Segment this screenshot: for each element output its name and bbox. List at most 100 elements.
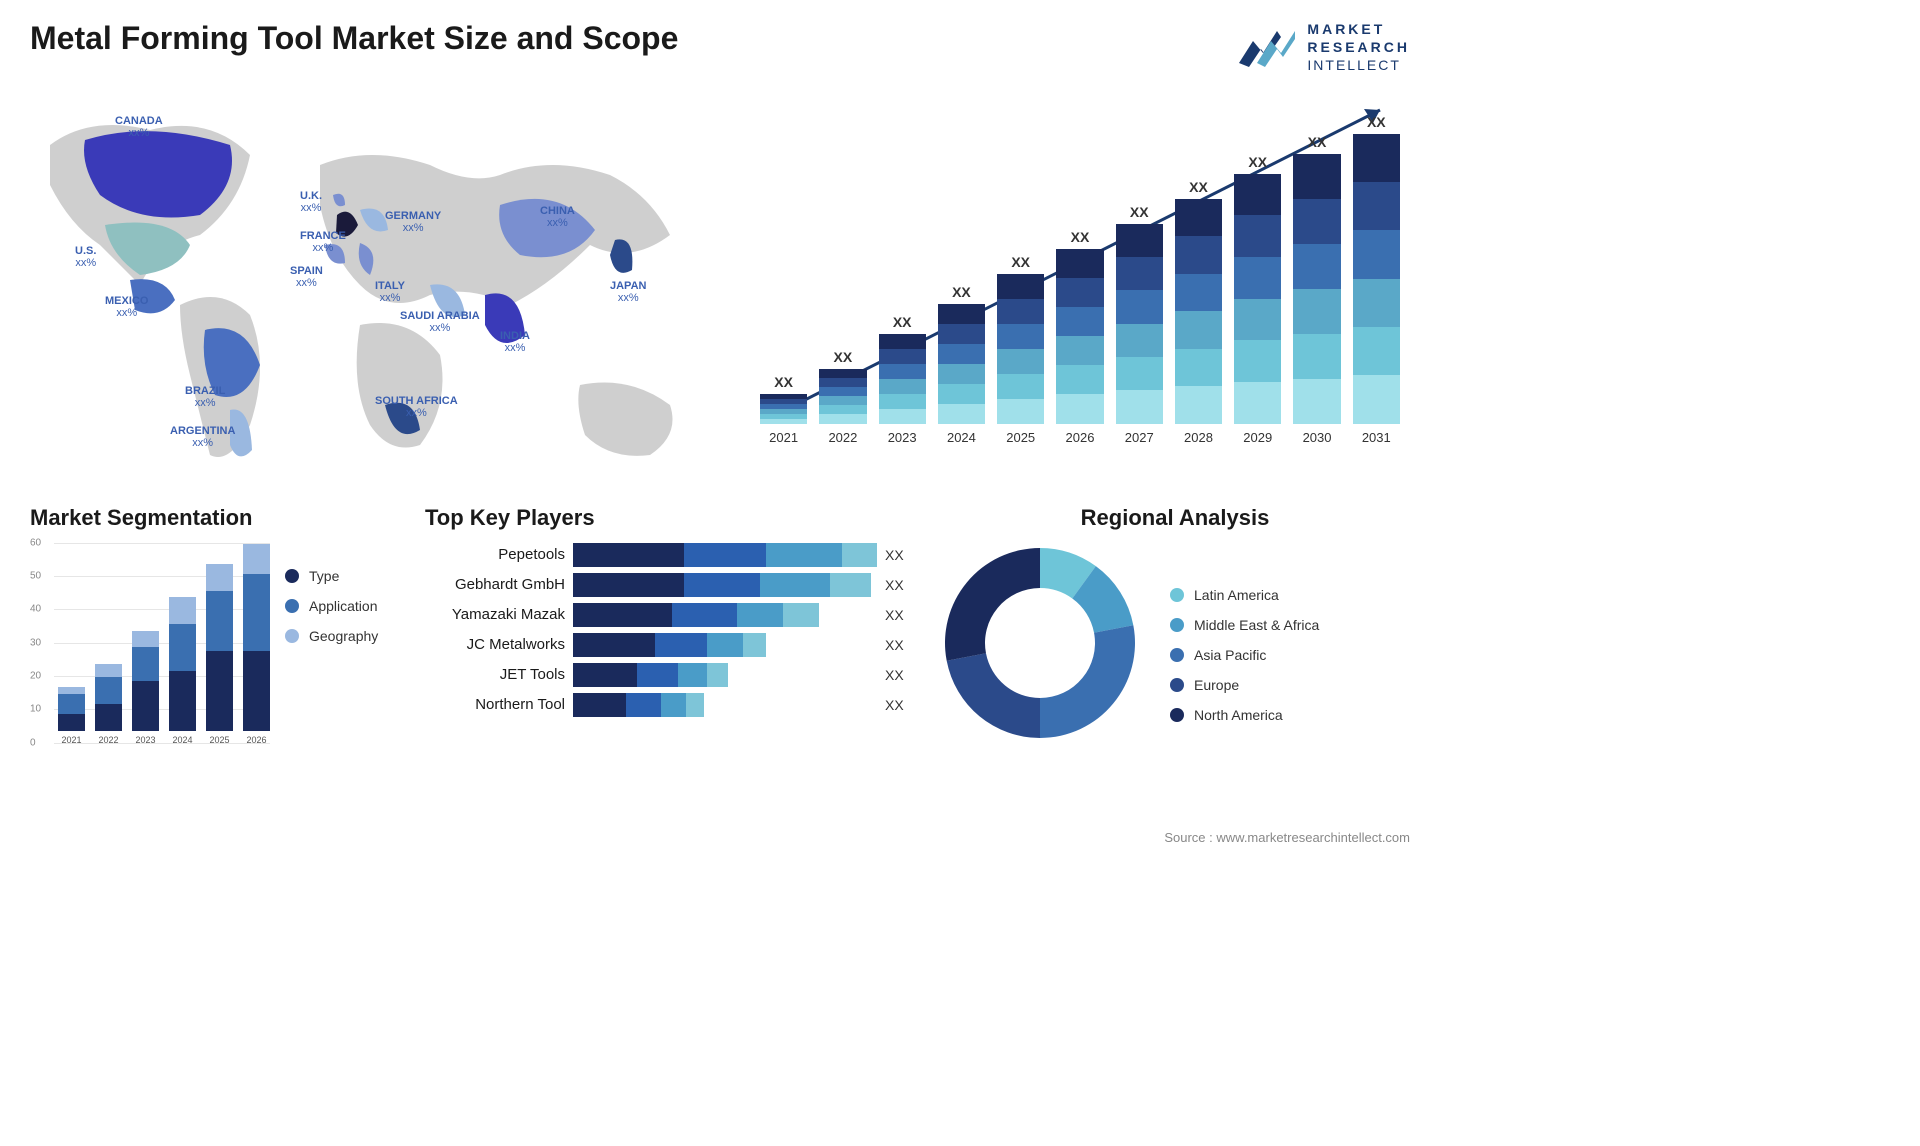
growth-bar-label: XX bbox=[952, 284, 971, 300]
map-label: GERMANYxx% bbox=[385, 210, 441, 234]
legend-item: Middle East & Africa bbox=[1170, 617, 1319, 633]
legend-dot bbox=[1170, 648, 1184, 662]
map-label: CANADAxx% bbox=[115, 115, 163, 139]
legend-dot bbox=[285, 629, 299, 643]
y-axis-label: 50 bbox=[30, 570, 41, 581]
legend-label: Application bbox=[309, 598, 378, 614]
growth-bar-year: 2024 bbox=[947, 430, 976, 445]
map-label: U.K.xx% bbox=[300, 190, 322, 214]
bottom-row: Market Segmentation 01020304050602021202… bbox=[30, 505, 1410, 773]
header: Metal Forming Tool Market Size and Scope… bbox=[30, 20, 1410, 75]
growth-bar-year: 2022 bbox=[828, 430, 857, 445]
seg-bar: 2023 bbox=[132, 631, 159, 745]
player-value: XX bbox=[885, 667, 915, 683]
growth-bar-label: XX bbox=[774, 374, 793, 390]
seg-bar: 2025 bbox=[206, 564, 233, 745]
player-bar bbox=[573, 603, 819, 627]
growth-bar: XX2021 bbox=[760, 378, 807, 445]
growth-bar-year: 2021 bbox=[769, 430, 798, 445]
seg-bar: 2026 bbox=[243, 544, 270, 745]
map-label: JAPANxx% bbox=[610, 280, 646, 304]
map-label: INDIAxx% bbox=[500, 330, 530, 354]
map-label: U.S.xx% bbox=[75, 245, 96, 269]
player-bar bbox=[573, 543, 877, 567]
growth-bar-year: 2023 bbox=[888, 430, 917, 445]
growth-bar: XX2030 bbox=[1293, 138, 1340, 445]
growth-bar: XX2031 bbox=[1353, 118, 1400, 445]
map-label: MEXICOxx% bbox=[105, 295, 148, 319]
growth-bar-label: XX bbox=[1367, 114, 1386, 130]
legend-dot bbox=[1170, 708, 1184, 722]
growth-bar: XX2022 bbox=[819, 353, 866, 445]
player-row: Gebhardt GmbHXX bbox=[425, 573, 915, 597]
logo: MARKET RESEARCH INTELLECT bbox=[1237, 20, 1410, 75]
growth-bar-label: XX bbox=[1248, 154, 1267, 170]
regional-panel: Regional Analysis Latin America Middle Ea… bbox=[940, 505, 1410, 773]
legend-item: Europe bbox=[1170, 677, 1319, 693]
legend-item: North America bbox=[1170, 707, 1319, 723]
legend-label: Middle East & Africa bbox=[1194, 617, 1319, 633]
legend-item: Latin America bbox=[1170, 587, 1319, 603]
map-label: SOUTH AFRICAxx% bbox=[375, 395, 458, 419]
legend-dot bbox=[285, 599, 299, 613]
player-value: XX bbox=[885, 547, 915, 563]
page-title: Metal Forming Tool Market Size and Scope bbox=[30, 20, 678, 57]
growth-bar-year: 2027 bbox=[1125, 430, 1154, 445]
growth-bar-year: 2026 bbox=[1066, 430, 1095, 445]
logo-icon bbox=[1237, 23, 1297, 71]
top-row: CANADAxx%U.S.xx%MEXICOxx%BRAZILxx%ARGENT… bbox=[30, 85, 1410, 485]
legend-label: Type bbox=[309, 568, 339, 584]
growth-bar-year: 2028 bbox=[1184, 430, 1213, 445]
y-axis-label: 40 bbox=[30, 604, 41, 615]
player-bar bbox=[573, 663, 729, 687]
player-name: JC Metalworks bbox=[425, 636, 565, 653]
growth-bar-year: 2029 bbox=[1243, 430, 1272, 445]
player-row: Yamazaki MazakXX bbox=[425, 603, 915, 627]
growth-bar-label: XX bbox=[1071, 229, 1090, 245]
growth-bar-label: XX bbox=[1130, 204, 1149, 220]
world-map: CANADAxx%U.S.xx%MEXICOxx%BRAZILxx%ARGENT… bbox=[30, 85, 720, 485]
y-axis-label: 30 bbox=[30, 637, 41, 648]
map-label: CHINAxx% bbox=[540, 205, 575, 229]
map-label: SPAINxx% bbox=[290, 265, 323, 289]
growth-bar: XX2025 bbox=[997, 258, 1044, 445]
segmentation-panel: Market Segmentation 01020304050602021202… bbox=[30, 505, 400, 773]
player-name: Pepetools bbox=[425, 546, 565, 563]
player-bar bbox=[573, 693, 704, 717]
legend-item: Application bbox=[285, 598, 378, 614]
growth-bar-label: XX bbox=[1011, 254, 1030, 270]
players-title: Top Key Players bbox=[425, 505, 915, 531]
player-name: JET Tools bbox=[425, 666, 565, 683]
segmentation-legend: Type Application Geography bbox=[285, 543, 378, 773]
player-row: Pepetools XX bbox=[425, 543, 915, 567]
logo-text: MARKET RESEARCH INTELLECT bbox=[1307, 20, 1410, 75]
donut-chart bbox=[940, 543, 1140, 743]
map-label: ARGENTINAxx% bbox=[170, 425, 235, 449]
y-axis-label: 20 bbox=[30, 670, 41, 681]
legend-label: Asia Pacific bbox=[1194, 647, 1266, 663]
legend-item: Geography bbox=[285, 628, 378, 644]
regional-title: Regional Analysis bbox=[940, 505, 1410, 531]
growth-bar-label: XX bbox=[1189, 179, 1208, 195]
legend-dot bbox=[1170, 678, 1184, 692]
player-bar bbox=[573, 573, 871, 597]
legend-item: Type bbox=[285, 568, 378, 584]
regional-legend: Latin America Middle East & Africa Asia Pa… bbox=[1170, 562, 1319, 723]
seg-bar-year: 2021 bbox=[61, 735, 81, 745]
y-axis-label: 0 bbox=[30, 737, 36, 748]
players-panel: Top Key Players PepetoolsXXGebhardt GmbH… bbox=[425, 505, 915, 773]
growth-bar-label: XX bbox=[1308, 134, 1327, 150]
growth-chart: XX2021XX2022XX2023XX2024XX2025XX2026XX20… bbox=[750, 85, 1410, 485]
donut-slice bbox=[947, 653, 1040, 738]
player-value: XX bbox=[885, 607, 915, 623]
growth-bar: XX2028 bbox=[1175, 183, 1222, 445]
map-label: SAUDI ARABIAxx% bbox=[400, 310, 480, 334]
growth-bars: XX2021XX2022XX2023XX2024XX2025XX2026XX20… bbox=[750, 125, 1410, 445]
player-row: JET Tools XX bbox=[425, 663, 915, 687]
donut-slice bbox=[945, 548, 1040, 661]
growth-bar-label: XX bbox=[893, 314, 912, 330]
growth-bar-year: 2025 bbox=[1006, 430, 1035, 445]
growth-bar-year: 2031 bbox=[1362, 430, 1391, 445]
player-value: XX bbox=[885, 577, 915, 593]
y-axis-label: 60 bbox=[30, 537, 41, 548]
